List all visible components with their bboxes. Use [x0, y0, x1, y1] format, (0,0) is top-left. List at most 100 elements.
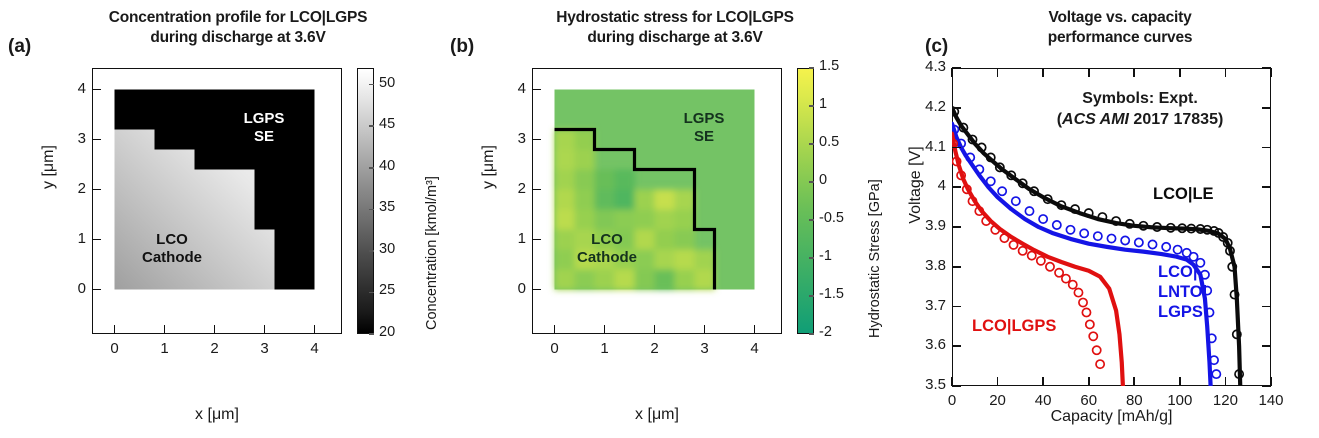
c-y-tick-label-6: 4.1	[925, 137, 946, 155]
panel-c-voltage-capacity: Voltage vs. capacity performance curves …	[895, 0, 1319, 438]
c-x-tick-mark-3	[1087, 377, 1090, 386]
panel-c-annotation-line1: Symbols: Expt.	[1082, 90, 1198, 107]
y-tick-mark-a-0	[92, 288, 101, 291]
curve-lco-lnto-lgps	[952, 121, 1213, 386]
panel-c-tag: (c)	[925, 36, 949, 57]
c-y-tick-mark-1	[952, 345, 961, 348]
colorbar-tick-label-b-2: 0.5	[819, 134, 840, 150]
colorbar-tick-mark-b-2	[809, 143, 814, 145]
y-tick-label-a-3: 3	[77, 129, 86, 147]
blue-label-line3: LGPS	[1158, 303, 1203, 321]
colorbar-tick-mark-a-2	[369, 167, 374, 169]
curve-lco-lgps	[952, 131, 1125, 386]
stress-cell	[574, 209, 595, 230]
colorbar-tick-label-b-6: -1.5	[819, 286, 844, 302]
x-tick-label-b-3: 3	[700, 340, 709, 357]
panel-a-xlabel: x [μm]	[195, 406, 239, 423]
c-x-tick-label-1: 20	[989, 392, 1006, 409]
panel-b-hydrostatic-stress: Hydrostatic stress for LCO|LGPS during d…	[440, 0, 895, 438]
stress-cell	[594, 209, 615, 230]
colorbar-tick-mark-a-1	[369, 125, 374, 127]
stress-cell	[594, 249, 615, 270]
c-y-tick-mark-5	[952, 186, 961, 189]
c-x-tick-label-6: 120	[1212, 392, 1238, 409]
panel-c-label-lco-lnto-lgps: LCO| LNTO| LGPS	[1158, 262, 1207, 322]
c-x-tick-label-4: 80	[1125, 392, 1143, 409]
panel-c-title-line2: performance curves	[1047, 29, 1193, 46]
c-x-tick-mark-top-7	[1270, 68, 1272, 77]
panel-b-region-cathode-line1: LCO	[591, 231, 623, 248]
stress-cell	[554, 269, 575, 290]
y-tick-label-b-1: 1	[517, 229, 526, 247]
panel-b-heatmap: LGPS SE LCO Cathode	[554, 89, 755, 290]
c-y-tick-mark-6	[952, 146, 961, 149]
stress-cell	[614, 209, 635, 230]
y-tick-label-a-2: 2	[77, 179, 86, 197]
panel-c-xlabel: Capacity [mAh/g]	[1050, 408, 1173, 425]
x-tick-mark-a-3	[263, 325, 266, 334]
colorbar-tick-label-b-1: 1	[819, 96, 828, 112]
y-tick-mark-b-3	[532, 138, 541, 141]
anno-journal: ACS AMI	[1062, 111, 1129, 128]
panel-b-region-se-line2: SE	[694, 128, 714, 145]
stress-cell	[614, 249, 635, 270]
panel-b-title-line2: during discharge at 3.6V	[587, 29, 763, 46]
x-tick-label-b-1: 1	[600, 340, 609, 357]
c-y-tick-mark-0	[952, 385, 961, 387]
y-tick-label-b-3: 3	[517, 129, 526, 147]
markers-lco-lnto-lgps-expt	[952, 124, 1222, 380]
y-tick-label-b-2: 2	[517, 179, 526, 197]
colorbar-tick-label-a-4: 30	[379, 240, 396, 257]
c-y-tick-mark-right-7	[1262, 106, 1271, 109]
stress-cell	[674, 229, 695, 250]
stress-cell	[554, 149, 575, 170]
stress-cell	[594, 269, 615, 290]
c-y-tick-label-3: 3.8	[925, 256, 946, 274]
panel-c-title: Voltage vs. capacity performance curves	[955, 8, 1285, 48]
colorbar-tick-label-a-0: 50	[379, 74, 396, 91]
x-tick-label-a-3: 3	[260, 340, 269, 357]
x-tick-label-b-4: 4	[750, 340, 759, 357]
colorbar-tick-mark-b-5	[809, 257, 814, 259]
panel-b-xlabel: x [μm]	[635, 406, 679, 423]
c-x-tick-label-0: 0	[947, 392, 957, 409]
c-y-tick-mark-right-6	[1262, 146, 1271, 149]
x-tick-mark-a-1	[163, 325, 166, 334]
stress-cell	[574, 149, 595, 170]
stress-cell	[594, 229, 615, 250]
c-y-tick-mark-right-2	[1262, 305, 1271, 308]
colorbar-tick-label-b-4: -0.5	[819, 210, 844, 226]
stress-cell	[674, 249, 695, 270]
colorbar-tick-label-b-0: 1.5	[819, 58, 840, 74]
x-tick-mark-b-4	[753, 325, 756, 334]
colorbar-tick-label-a-5: 25	[379, 282, 396, 299]
c-x-tick-mark-0	[951, 377, 953, 386]
stress-cell	[634, 209, 655, 230]
panel-c-annotation: Symbols: Expt. (ACS AMI 2017 17835)	[1015, 88, 1265, 130]
c-x-tick-mark-top-4	[1133, 68, 1136, 77]
panel-c-annotation-line2: (ACS AMI 2017 17835)	[1057, 111, 1224, 128]
panel-a-title-line1: Concentration profile for LCO|LGPS	[108, 9, 368, 26]
stress-cell	[654, 209, 675, 230]
colorbar-tick-label-a-6: 20	[379, 324, 396, 340]
stress-cell	[634, 249, 655, 270]
colorbar-tick-mark-a-5	[369, 291, 374, 294]
panel-a-region-se-line2: SE	[254, 128, 274, 145]
anno-ref: 2017 17835)	[1128, 111, 1224, 128]
y-tick-mark-a-4	[92, 88, 101, 91]
colorbar-tick-mark-a-6	[369, 333, 374, 335]
y-tick-mark-b-0	[532, 288, 541, 291]
c-y-tick-mark-right-0	[1262, 385, 1271, 387]
blue-label-line2: LNTO|	[1158, 283, 1208, 301]
y-tick-mark-a-1	[92, 238, 101, 241]
c-x-tick-label-2: 40	[1034, 392, 1052, 409]
y-tick-mark-a-2	[92, 188, 101, 191]
c-x-tick-mark-top-1	[996, 68, 999, 77]
panel-a-concentration: Concentration profile for LCO|LGPS durin…	[0, 0, 440, 438]
c-x-tick-mark-top-6	[1224, 68, 1227, 77]
colorbar-tick-mark-b-0	[809, 67, 814, 69]
c-y-tick-label-8: 4.3	[925, 58, 946, 75]
panel-a-region-cathode-line1: LCO	[156, 231, 188, 248]
c-y-tick-mark-right-4	[1262, 226, 1271, 228]
c-y-tick-label-4: 3.9	[925, 217, 946, 234]
